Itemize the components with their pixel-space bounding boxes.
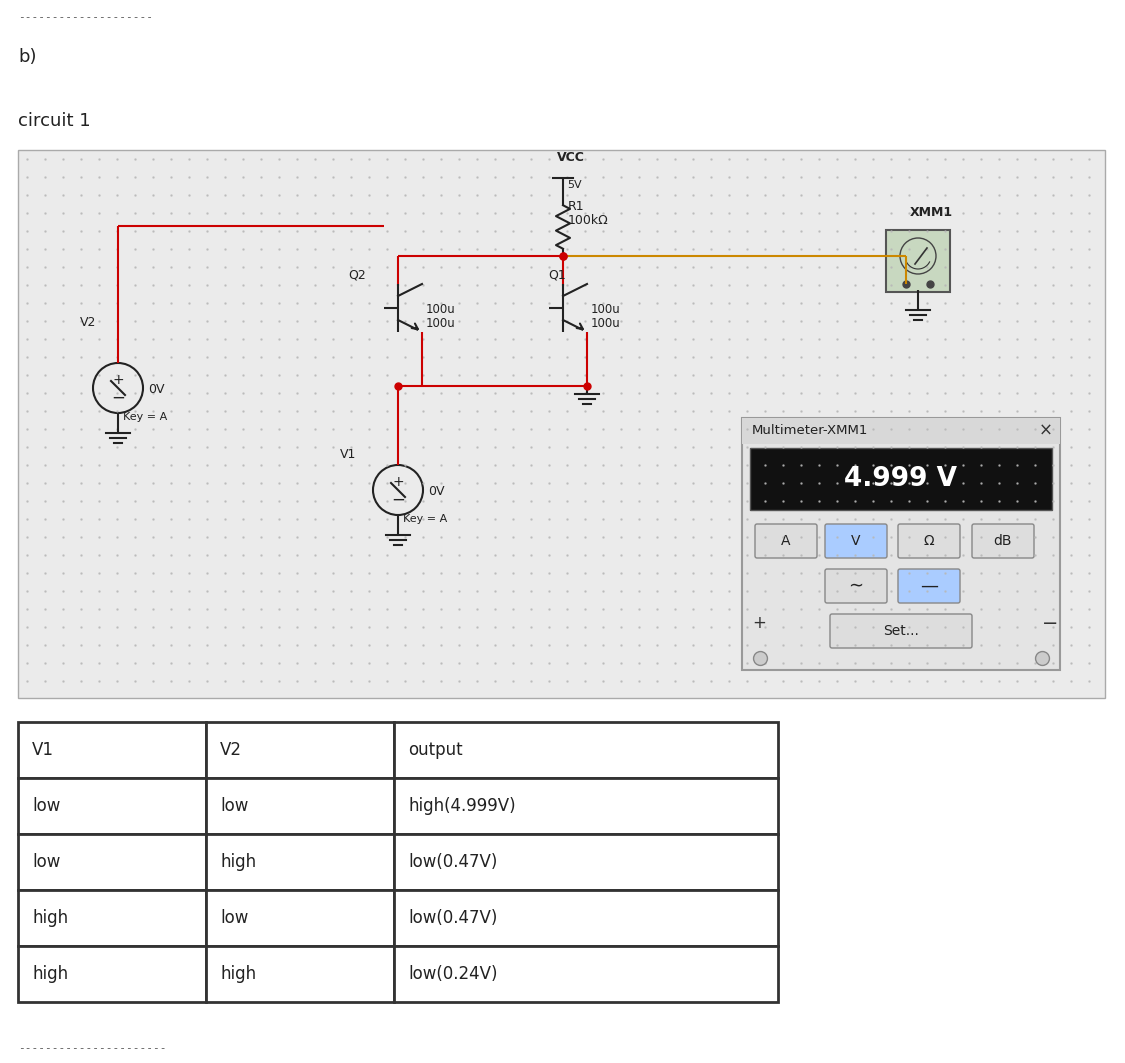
Text: circuit 1: circuit 1 — [18, 112, 91, 130]
Text: low: low — [32, 853, 61, 871]
Text: 100u: 100u — [426, 303, 456, 316]
Text: ∼: ∼ — [848, 577, 864, 595]
Text: low(0.47V): low(0.47V) — [408, 853, 497, 871]
Text: high(4.999V): high(4.999V) — [408, 797, 515, 815]
Bar — [18, 150, 1105, 698]
Text: --------------------: -------------------- — [18, 12, 153, 22]
Bar — [206, 834, 394, 890]
Text: ×: × — [1040, 422, 1053, 440]
Text: V: V — [852, 534, 861, 549]
Bar — [394, 722, 778, 778]
Text: b): b) — [18, 48, 36, 66]
Bar — [18, 722, 206, 778]
FancyBboxPatch shape — [898, 524, 960, 558]
FancyBboxPatch shape — [825, 524, 886, 558]
Text: −: − — [392, 491, 405, 509]
Bar — [206, 946, 394, 1002]
Text: low(0.47V): low(0.47V) — [408, 909, 497, 927]
Text: XMM1: XMM1 — [910, 206, 953, 219]
Text: Key = A: Key = A — [403, 514, 448, 524]
Bar — [394, 778, 778, 834]
Text: low: low — [32, 797, 61, 815]
Text: 100u: 100u — [591, 317, 621, 330]
Text: 100kΩ: 100kΩ — [568, 214, 609, 227]
Text: +: + — [752, 614, 766, 632]
FancyBboxPatch shape — [898, 569, 960, 603]
Text: Multimeter-XMM1: Multimeter-XMM1 — [752, 424, 868, 438]
FancyBboxPatch shape — [742, 418, 1060, 444]
Bar — [394, 890, 778, 946]
Text: Key = A: Key = A — [123, 412, 168, 422]
Text: VCC: VCC — [557, 151, 585, 164]
Text: −: − — [111, 389, 125, 407]
FancyBboxPatch shape — [825, 569, 886, 603]
Text: low(0.24V): low(0.24V) — [408, 965, 497, 983]
Text: Q1: Q1 — [548, 268, 566, 281]
Bar — [394, 834, 778, 890]
Text: −: − — [1042, 613, 1059, 632]
Text: V1: V1 — [32, 741, 54, 759]
Text: +: + — [112, 373, 124, 387]
Text: Ω: Ω — [924, 534, 934, 549]
Text: +: + — [393, 475, 404, 489]
Text: 100u: 100u — [591, 303, 621, 316]
FancyBboxPatch shape — [886, 230, 949, 292]
FancyBboxPatch shape — [742, 418, 1060, 670]
Text: 5V: 5V — [567, 180, 582, 190]
Bar — [18, 778, 206, 834]
Text: high: high — [220, 965, 256, 983]
Text: V2: V2 — [220, 741, 242, 759]
Text: high: high — [32, 909, 69, 927]
Text: 0V: 0V — [428, 485, 444, 497]
Text: 0V: 0V — [148, 383, 164, 396]
Text: —: — — [920, 577, 938, 595]
Bar — [18, 834, 206, 890]
Bar — [206, 890, 394, 946]
Text: ----------------------: ---------------------- — [18, 1043, 166, 1053]
Text: 4.999 V: 4.999 V — [845, 466, 957, 492]
Bar — [206, 778, 394, 834]
FancyBboxPatch shape — [830, 614, 972, 648]
FancyBboxPatch shape — [750, 448, 1052, 510]
Text: dB: dB — [993, 534, 1012, 549]
Bar — [206, 722, 394, 778]
Bar — [18, 890, 206, 946]
Text: V1: V1 — [340, 448, 357, 461]
Text: high: high — [220, 853, 256, 871]
Text: R1: R1 — [568, 200, 585, 213]
Text: A: A — [781, 534, 791, 549]
Text: Q2: Q2 — [348, 268, 366, 281]
Text: low: low — [220, 909, 249, 927]
Text: low: low — [220, 797, 249, 815]
Text: high: high — [32, 965, 69, 983]
Text: Set...: Set... — [883, 624, 919, 638]
Text: output: output — [408, 741, 462, 759]
Text: 100u: 100u — [426, 317, 456, 330]
FancyBboxPatch shape — [755, 524, 817, 558]
Bar — [394, 946, 778, 1002]
Text: V2: V2 — [80, 316, 97, 330]
FancyBboxPatch shape — [972, 524, 1034, 558]
Bar — [18, 946, 206, 1002]
